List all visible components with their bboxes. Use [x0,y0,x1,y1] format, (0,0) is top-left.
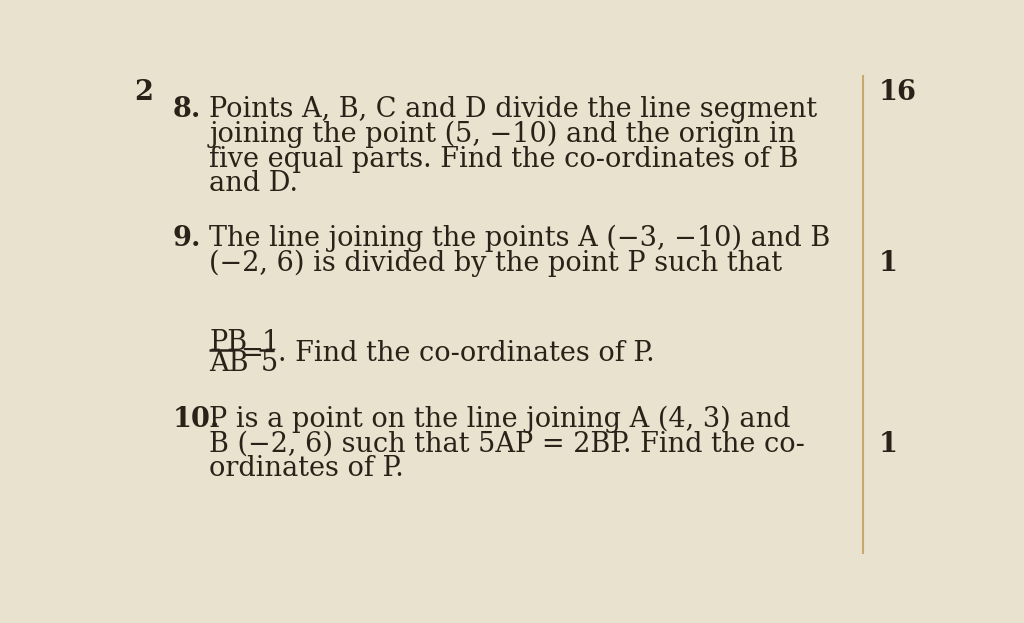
Text: B (−2, 6) such that 5AP = 2BP. Find the co-: B (−2, 6) such that 5AP = 2BP. Find the … [209,430,805,457]
Text: joining the point (5, −10) and the origin in: joining the point (5, −10) and the origi… [209,121,796,148]
Text: PB: PB [209,329,248,356]
Text: 8.: 8. [173,97,202,123]
Text: ordinates of P.: ordinates of P. [209,455,404,482]
Text: . Find the co-ordinates of P.: . Find the co-ordinates of P. [278,340,654,367]
Text: 1: 1 [262,329,280,356]
Text: 1: 1 [879,430,897,457]
Text: Points A, B, C and D divide the line segment: Points A, B, C and D divide the line seg… [209,97,817,123]
Text: five equal parts. Find the co-ordinates of B: five equal parts. Find the co-ordinates … [209,146,799,173]
Text: AB: AB [209,350,249,378]
Text: 16: 16 [879,78,916,106]
Text: The line joining the points A (−3, −10) and B: The line joining the points A (−3, −10) … [209,225,830,252]
Text: 2: 2 [134,78,153,106]
Text: P is a point on the line joining A (4, 3) and: P is a point on the line joining A (4, 3… [209,406,791,433]
Text: =: = [241,340,263,367]
Text: 5: 5 [260,350,278,378]
Text: 10.: 10. [173,406,220,433]
Text: (−2, 6) is divided by the point P such that: (−2, 6) is divided by the point P such t… [209,250,782,277]
Text: and D.: and D. [209,170,298,197]
Text: 9.: 9. [173,225,202,252]
Text: 1: 1 [879,250,897,277]
